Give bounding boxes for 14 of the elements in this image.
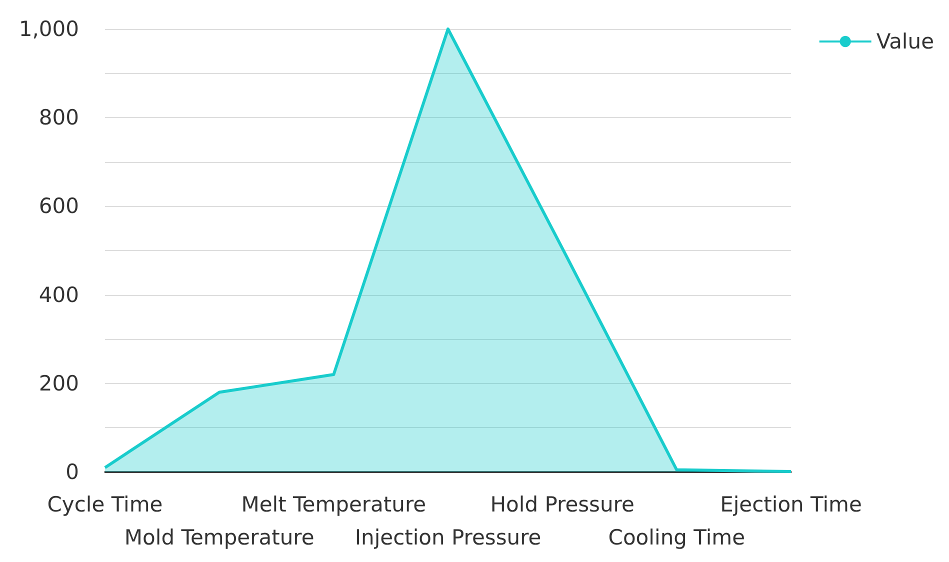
y-tick-label: 400 bbox=[38, 282, 79, 307]
y-tick-label: 1,000 bbox=[18, 17, 79, 41]
x-tick-label: Injection Pressure bbox=[354, 526, 542, 550]
y-tick-label: 600 bbox=[38, 194, 79, 218]
x-tick-label: Cooling Time bbox=[608, 526, 746, 550]
x-tick-label: Melt Temperature bbox=[241, 492, 426, 516]
x-tick-label: Hold Pressure bbox=[490, 492, 634, 516]
legend-label: Value bbox=[876, 30, 934, 54]
y-tick-label: 800 bbox=[38, 106, 79, 130]
y-tick-label: 200 bbox=[38, 371, 79, 396]
y-tick-label: 0 bbox=[66, 460, 79, 484]
x-tick-label: Mold Temperature bbox=[124, 526, 314, 550]
x-tick-label: Cycle Time bbox=[47, 492, 163, 516]
x-tick-label: Ejection Time bbox=[720, 492, 862, 516]
